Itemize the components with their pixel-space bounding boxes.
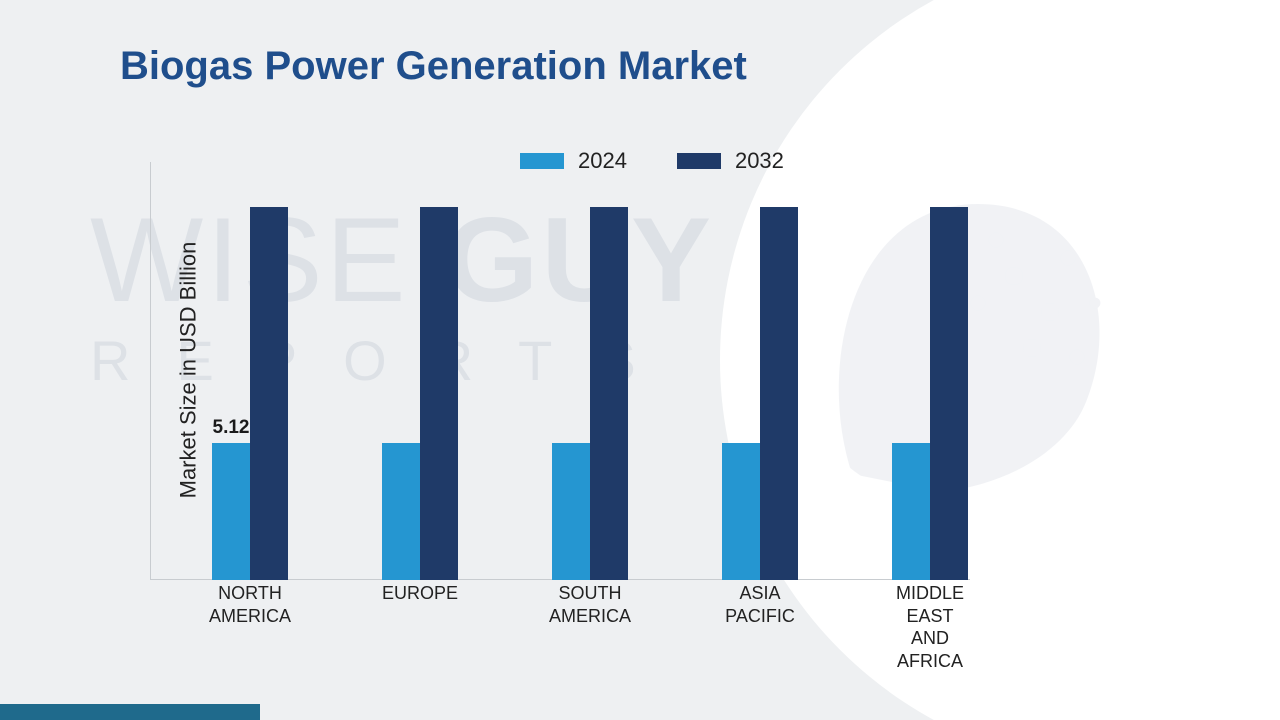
bottom-accent-bar	[0, 704, 260, 720]
bar-value-label: 5.12	[213, 417, 250, 439]
bar-2032	[250, 207, 288, 580]
y-axis-line	[150, 162, 151, 580]
x-axis-label: SOUTHAMERICA	[525, 582, 655, 627]
x-axis-label: EUROPE	[355, 582, 485, 605]
chart-title: Biogas Power Generation Market	[120, 44, 747, 89]
x-axis-label: ASIAPACIFIC	[695, 582, 825, 627]
x-axis-label: NORTHAMERICA	[185, 582, 315, 627]
brand-line1a: WISE	[1072, 20, 1163, 58]
bar-2032	[930, 207, 968, 580]
brand-head-icon	[1184, 34, 1274, 124]
bar-2024	[552, 443, 590, 580]
brand-logo: WISE GUY REPORTS	[1072, 22, 1250, 75]
chart-area: Market Size in USD Billion 5.12 NORTHAME…	[80, 150, 980, 590]
bar-2024	[382, 443, 420, 580]
bar-2032	[420, 207, 458, 580]
x-axis-label: MIDDLEEASTANDAFRICA	[865, 582, 995, 672]
bar-2024	[892, 443, 930, 580]
canvas: WISE GUY REPORTS Biogas Power Generation…	[0, 0, 1280, 720]
bar-2032	[590, 207, 628, 580]
bar-2032	[760, 207, 798, 580]
bar-2024	[722, 443, 760, 580]
bar-2024	[212, 443, 250, 580]
plot-area: 5.12	[150, 180, 970, 580]
